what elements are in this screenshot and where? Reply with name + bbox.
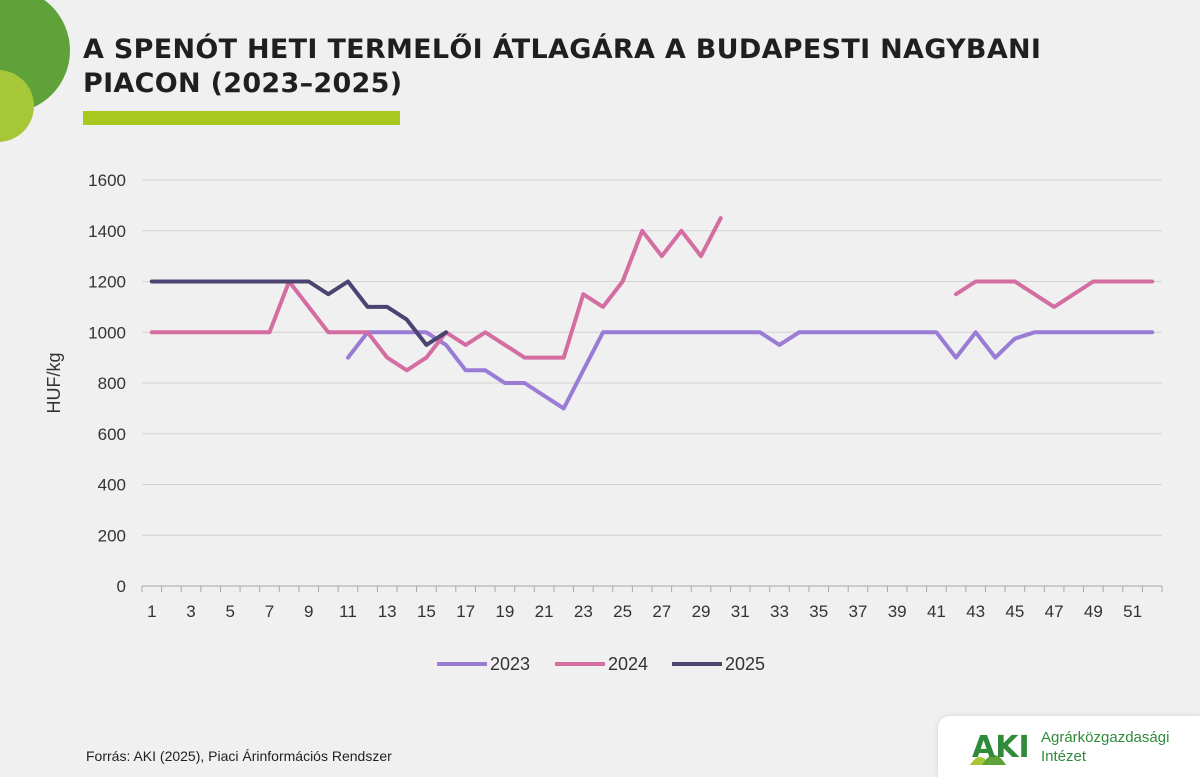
- x-tick-label: 25: [613, 602, 632, 621]
- x-tick-label: 43: [966, 602, 985, 621]
- logo-line-1: Agrárközgazdasági: [1041, 729, 1170, 746]
- title-underline: [83, 111, 400, 125]
- x-tick-label: 41: [927, 602, 946, 621]
- x-tick-label: 9: [304, 602, 313, 621]
- x-tick-label: 7: [265, 602, 274, 621]
- legend-label-2024: 2024: [608, 654, 648, 674]
- x-tick-label: 23: [574, 602, 593, 621]
- legend-label-2025: 2025: [725, 654, 765, 674]
- legend: 2023 2024 2025: [437, 654, 765, 674]
- x-tick-label: 19: [495, 602, 514, 621]
- x-tick-label: 13: [378, 602, 397, 621]
- chart-title: A SPENÓT HETI TERMELŐI ÁTLAGÁRA A BUDAPE…: [83, 34, 1042, 99]
- x-tick-label: 1: [147, 602, 156, 621]
- y-axis-label: HUF/kg: [44, 352, 64, 413]
- x-tick-label: 15: [417, 602, 436, 621]
- logo-line-2: Intézet: [1041, 748, 1087, 765]
- x-tick-label: 33: [770, 602, 789, 621]
- x-tick-label: 51: [1123, 602, 1142, 621]
- aki-logo: AKI: [970, 730, 1030, 765]
- y-tick-label: 1000: [88, 323, 126, 342]
- series-line-2024-part1: [149, 216, 723, 373]
- y-tick-label: 1200: [88, 273, 126, 292]
- x-tick-label: 29: [692, 602, 711, 621]
- y-tick-label: 600: [98, 425, 126, 444]
- x-tick-label: 3: [186, 602, 195, 621]
- series-line-2023: [346, 330, 1155, 411]
- grid-lines: [142, 179, 1162, 536]
- x-tick-label: 45: [1005, 602, 1024, 621]
- x-tick-label: 47: [1045, 602, 1064, 621]
- y-tick-label: 400: [98, 476, 126, 495]
- y-tick-label: 1400: [88, 222, 126, 241]
- series-line-2025: [149, 279, 448, 347]
- logo-panel: [938, 716, 1200, 777]
- x-tick-label: 31: [731, 602, 750, 621]
- x-tick-label: 5: [226, 602, 235, 621]
- series-line-2024-part2: [954, 279, 1155, 309]
- x-tick-label: 37: [849, 602, 868, 621]
- y-tick-label: 800: [98, 374, 126, 393]
- logo-mark-text: AKI: [972, 730, 1030, 765]
- x-tick-label: 11: [339, 602, 357, 621]
- y-tick-label: 0: [117, 577, 126, 596]
- y-tick-label: 1600: [88, 171, 126, 190]
- logo-text: Agrárközgazdasági Intézet: [1041, 728, 1169, 766]
- source-note: Forrás: AKI (2025), Piaci Árinformációs …: [86, 748, 392, 764]
- series-lines: [149, 216, 1155, 411]
- legend-label-2023: 2023: [490, 654, 530, 674]
- x-tick-label: 21: [535, 602, 554, 621]
- x-tick-label: 49: [1084, 602, 1103, 621]
- x-tick-label: 17: [456, 602, 475, 621]
- x-tick-label: 39: [888, 602, 907, 621]
- x-tick-label: 35: [809, 602, 828, 621]
- y-tick-label: 200: [98, 526, 126, 545]
- x-tick-label: 27: [652, 602, 671, 621]
